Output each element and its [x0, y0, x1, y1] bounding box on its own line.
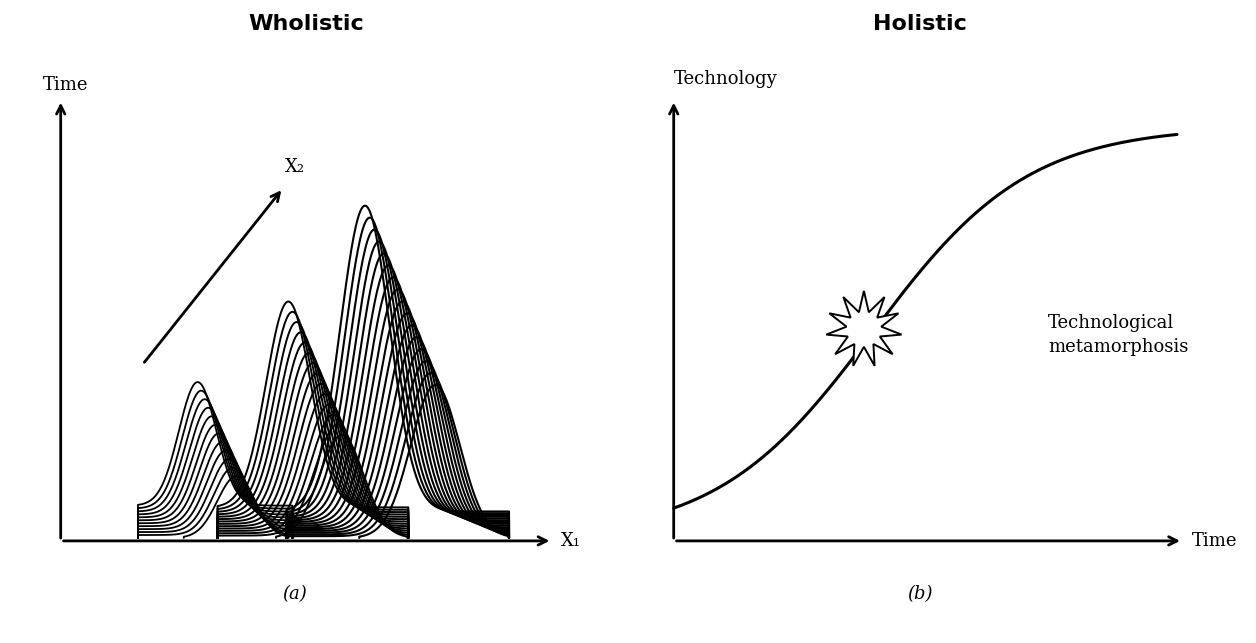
- Polygon shape: [826, 291, 902, 366]
- Text: Technology: Technology: [673, 70, 777, 88]
- Text: X₁: X₁: [561, 532, 582, 550]
- Text: (a): (a): [283, 585, 308, 603]
- Text: Time: Time: [1192, 532, 1237, 550]
- Title: Wholistic: Wholistic: [249, 14, 364, 34]
- Text: (b): (b): [907, 585, 932, 603]
- Title: Holistic: Holistic: [873, 14, 966, 34]
- Text: Technological
metamorphosis: Technological metamorphosis: [1049, 314, 1188, 356]
- Text: Time: Time: [43, 76, 89, 94]
- Text: X₂: X₂: [285, 158, 305, 176]
